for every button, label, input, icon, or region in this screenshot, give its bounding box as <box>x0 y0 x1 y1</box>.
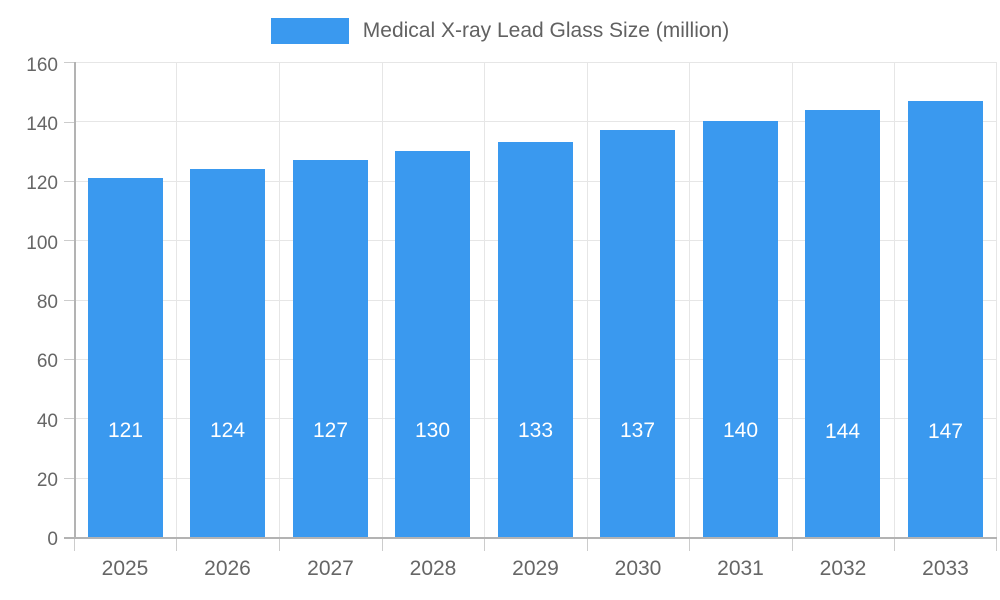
x-axis-label-2029: 2029 <box>512 557 559 580</box>
bar-value-label: 124 <box>209 418 246 442</box>
y-axis-tick-label-160: 160 <box>26 55 58 76</box>
x-axis-tick-mark-1 <box>176 539 177 551</box>
x-axis-label-2033: 2033 <box>922 557 969 580</box>
bar-value-label: 144 <box>824 419 861 443</box>
gridline-vertical-2 <box>279 62 280 537</box>
y-axis-tick-mark-80 <box>64 300 74 301</box>
legend-item-medical-xray-lead-glass-size[interactable]: Medical X-ray Lead Glass Size (million) <box>270 18 730 44</box>
y-axis-tick-label-120: 120 <box>26 173 58 194</box>
x-axis-tick-mark-8 <box>894 539 895 551</box>
x-axis-tick-mark-0 <box>74 539 75 551</box>
bar-value-label: 133 <box>517 419 554 443</box>
gridline-vertical-4 <box>484 62 485 537</box>
legend-color-swatch-icon <box>270 18 349 44</box>
x-axis-line <box>64 537 997 539</box>
y-axis-tick-mark-120 <box>64 181 74 182</box>
x-axis-tick-mark-3 <box>382 539 383 551</box>
gridline-vertical-7 <box>792 62 793 537</box>
y-axis-tick-mark-160 <box>64 62 74 63</box>
y-axis-tick-mark-100 <box>64 240 74 241</box>
y-axis-tick-label-80: 80 <box>36 292 58 313</box>
y-axis-tick-label-100: 100 <box>26 233 58 254</box>
y-axis-tick-mark-140 <box>64 122 74 123</box>
y-axis-tick-label-60: 60 <box>36 351 58 372</box>
gridline-vertical-9 <box>996 62 997 537</box>
y-axis-tick-mark-40 <box>64 418 74 419</box>
gridline-horizontal-160 <box>74 62 997 63</box>
x-axis-tick-mark-4 <box>484 539 485 551</box>
gridline-vertical-5 <box>587 62 588 537</box>
bar-2029[interactable]: 133 <box>498 142 573 537</box>
y-axis-labels: 0 20 40 60 80 100 120 140 160 <box>0 0 60 600</box>
bar-value-label: 140 <box>722 419 759 443</box>
x-axis-tick-mark-5 <box>587 539 588 551</box>
chart-legend: Medical X-ray Lead Glass Size (million) <box>0 14 1000 48</box>
bar-value-label: 137 <box>619 419 656 443</box>
gridline-vertical-6 <box>689 62 690 537</box>
y-axis-tick-label-140: 140 <box>26 114 58 135</box>
x-axis-label-2030: 2030 <box>614 557 662 580</box>
x-axis-tick-mark-9 <box>996 539 997 551</box>
y-axis-tick-label-20: 20 <box>36 470 58 491</box>
bar-value-label: 121 <box>107 418 144 442</box>
x-axis-label-2032: 2032 <box>819 557 867 580</box>
y-axis-tick-label-40: 40 <box>36 411 58 432</box>
plot-area: 121 124 127 130 133 137 140 144 147 <box>74 62 997 537</box>
bar-2031[interactable]: 140 <box>703 121 778 537</box>
x-axis-tick-mark-6 <box>689 539 690 551</box>
x-axis-label-2031: 2031 <box>717 557 764 580</box>
bar-2032[interactable]: 144 <box>805 109 880 537</box>
gridline-horizontal-140 <box>74 121 997 122</box>
y-axis-tick-mark-60 <box>64 359 74 360</box>
x-axis-label-2026: 2026 <box>204 557 251 580</box>
bar-value-label: 130 <box>414 419 451 443</box>
bar-2026[interactable]: 124 <box>190 168 265 537</box>
x-axis-label-2027: 2027 <box>307 557 354 580</box>
bar-2028[interactable]: 130 <box>395 151 470 537</box>
y-axis-line <box>74 62 76 539</box>
x-axis-tick-mark-7 <box>792 539 793 551</box>
bar-2030[interactable]: 137 <box>600 130 675 537</box>
bar-2027[interactable]: 127 <box>293 160 368 537</box>
bar-value-label: 127 <box>312 419 349 442</box>
gridline-vertical-3 <box>382 62 383 537</box>
x-axis-tick-mark-2 <box>279 539 280 551</box>
y-axis-tick-label-0: 0 <box>47 529 58 550</box>
bar-2033[interactable]: 147 <box>908 100 983 537</box>
x-axis-label-2025: 2025 <box>101 557 149 580</box>
gridline-vertical-1 <box>176 62 177 537</box>
legend-item-label: Medical X-ray Lead Glass Size (million) <box>362 19 730 42</box>
gridline-vertical-8 <box>894 62 895 537</box>
x-axis-label-2028: 2028 <box>409 557 457 580</box>
bar-2025[interactable]: 121 <box>88 177 163 537</box>
y-axis-tick-mark-20 <box>64 478 74 479</box>
bar-value-label: 147 <box>927 419 964 443</box>
